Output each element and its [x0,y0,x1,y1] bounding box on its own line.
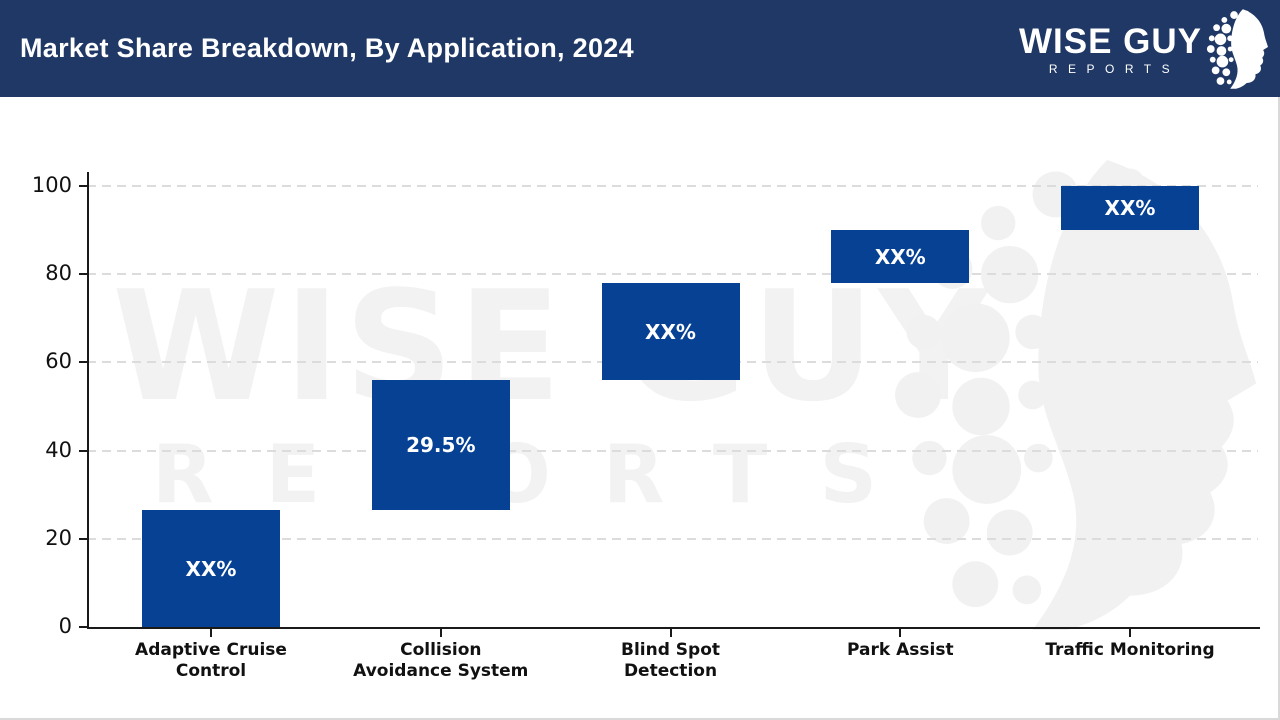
x-axis-tick [210,629,212,637]
y-axis-tick [79,449,87,452]
y-axis-tick [79,185,87,187]
logo-text: WISE GUY REPORTS [1018,21,1202,76]
category-label: Park Assist [847,640,954,660]
bar-value-label: XX% [645,319,696,344]
y-axis-tick [79,626,87,628]
bar-value-label: 29.5% [406,433,476,458]
waterfall-bar: XX% [831,230,970,283]
y-axis-tick-label: 60 [45,349,72,374]
page-title: Market Share Breakdown, By Application, … [20,33,634,63]
gridline [87,273,1258,276]
y-axis-tick [79,537,87,540]
x-axis-tick [899,629,902,637]
category-label: Blind Spot Detection [620,640,721,681]
category-label: Adaptive Cruise Control [135,640,287,681]
logo-name-top: WISE GUY [1018,21,1202,61]
chart-area: 0 20 40 60 80 100 XX% Adaptive Cruise Control 29.… [0,97,1280,720]
y-axis-tick-label: 40 [45,437,72,462]
y-axis-tick-label: 100 [31,173,72,197]
wise-guy-reports-logo: WISE GUY REPORTS [1019,6,1268,92]
category-label: Collision Avoidance System [353,640,529,681]
y-axis-line [87,172,89,629]
header-bar: Market Share Breakdown, By Application, … [0,0,1280,97]
gridline [87,537,1258,540]
waterfall-bar: XX% [601,283,740,381]
logo-head-icon [1206,9,1268,89]
bar-value-label: XX% [185,556,237,581]
bar-value-label: XX% [874,244,926,269]
y-axis-tick-label: 20 [45,525,72,550]
category-label: Traffic Monitoring [1045,640,1215,660]
y-axis-tick [79,361,87,364]
gridline [87,185,1258,187]
y-axis-tick-label: 0 [58,614,72,638]
gridline [87,449,1258,452]
x-axis-line [87,627,1260,629]
y-axis-tick [79,273,87,276]
waterfall-bar: XX% [142,510,280,627]
y-axis-tick-label: 80 [45,261,72,286]
logo-name-bottom: REPORTS [1048,61,1181,76]
waterfall-bar: XX% [1061,186,1199,231]
x-axis-tick [439,629,442,637]
x-axis-tick [669,629,672,637]
waterfall-bar: 29.5% [371,380,510,511]
bar-value-label: XX% [1104,196,1156,221]
watermark-text-line2: REPORTS [152,428,930,521]
x-axis-tick [1129,629,1131,637]
watermark-text-line1: WISE GUY [112,258,993,435]
